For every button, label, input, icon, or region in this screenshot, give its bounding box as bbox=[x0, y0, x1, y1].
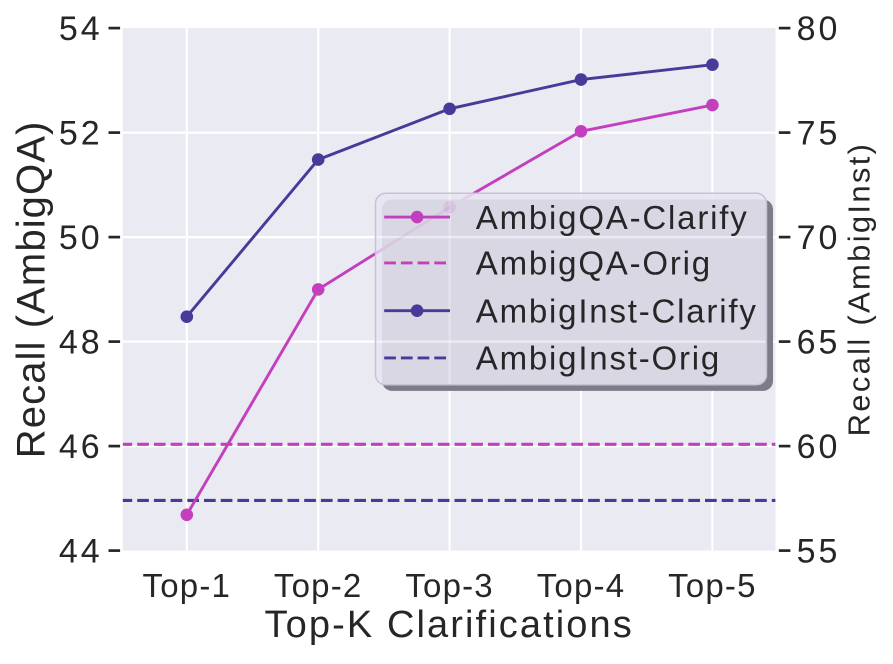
svg-text:55: 55 bbox=[797, 532, 841, 570]
svg-text:44: 44 bbox=[59, 532, 103, 570]
svg-text:Recall (AmbigQA): Recall (AmbigQA) bbox=[10, 121, 54, 459]
svg-text:Top-2: Top-2 bbox=[274, 567, 363, 604]
svg-text:AmbigInst-Orig: AmbigInst-Orig bbox=[476, 340, 721, 377]
svg-text:Recall (AmbigInst): Recall (AmbigInst) bbox=[842, 142, 877, 437]
svg-text:50: 50 bbox=[59, 219, 103, 257]
svg-text:AmbigInst-Clarify: AmbigInst-Clarify bbox=[476, 293, 758, 330]
svg-text:65: 65 bbox=[797, 323, 841, 361]
svg-text:52: 52 bbox=[59, 114, 103, 152]
svg-text:AmbigQA-Clarify: AmbigQA-Clarify bbox=[476, 199, 749, 236]
svg-text:70: 70 bbox=[797, 219, 841, 257]
svg-text:60: 60 bbox=[797, 428, 841, 466]
svg-text:46: 46 bbox=[59, 428, 103, 466]
svg-text:75: 75 bbox=[797, 114, 841, 152]
svg-text:Top-1: Top-1 bbox=[143, 567, 232, 604]
svg-text:AmbigQA-Orig: AmbigQA-Orig bbox=[476, 245, 712, 282]
svg-text:Top-K Clarifications: Top-K Clarifications bbox=[265, 604, 634, 646]
svg-text:Top-5: Top-5 bbox=[668, 567, 757, 604]
svg-text:80: 80 bbox=[797, 10, 841, 48]
svg-text:Top-3: Top-3 bbox=[405, 567, 494, 604]
svg-text:54: 54 bbox=[59, 10, 103, 48]
svg-text:Top-4: Top-4 bbox=[537, 567, 626, 604]
svg-text:48: 48 bbox=[59, 323, 103, 361]
